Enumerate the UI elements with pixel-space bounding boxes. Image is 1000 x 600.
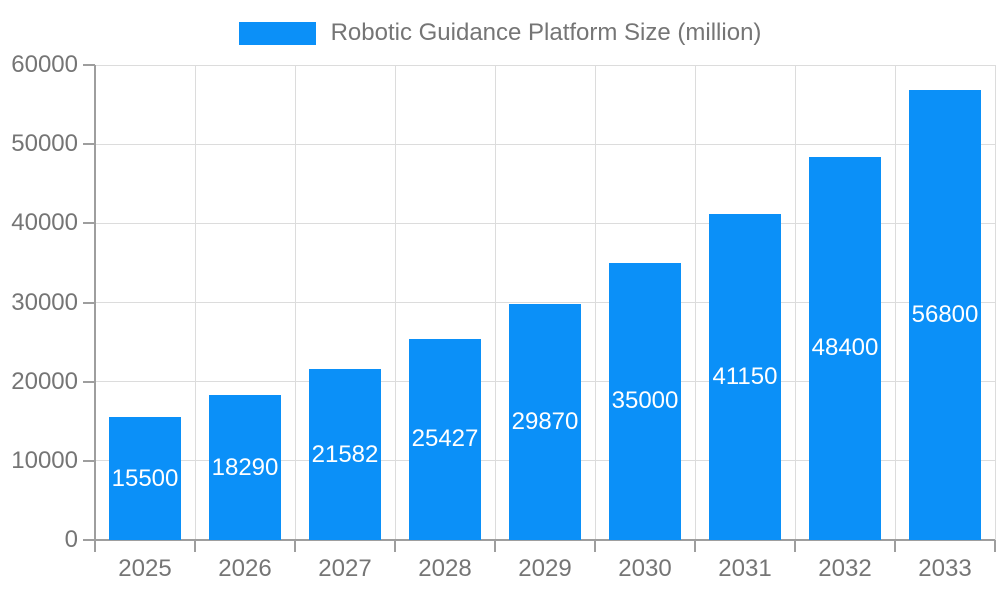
bar-2032[interactable] — [809, 156, 881, 540]
y-axis-label: 30000 — [11, 288, 78, 316]
x-axis-label-2027: 2027 — [318, 555, 372, 582]
gridline-horizontal — [95, 302, 995, 303]
bar-value-label: 25427 — [411, 425, 479, 453]
x-axis-label-2033: 2033 — [918, 555, 972, 582]
legend-swatch — [238, 21, 316, 45]
x-axis-tick — [94, 540, 96, 552]
x-axis-label-2030: 2030 — [618, 555, 672, 582]
y-axis-label: 40000 — [11, 209, 78, 237]
gridline-vertical — [194, 65, 196, 540]
gridline-vertical — [294, 65, 296, 540]
bar-2028[interactable] — [409, 338, 481, 540]
x-axis-line — [95, 539, 995, 541]
gridline-horizontal — [95, 64, 995, 66]
bar-2031[interactable] — [709, 214, 781, 540]
x-axis-tick — [694, 540, 696, 552]
gridline-vertical — [794, 65, 796, 540]
x-axis-label-2032: 2032 — [818, 555, 872, 582]
bar-2027[interactable] — [309, 369, 381, 540]
y-axis-label: 10000 — [11, 446, 78, 474]
x-axis-label-2026: 2026 — [218, 555, 272, 582]
bar-2029[interactable] — [509, 303, 581, 540]
bar-value-label: 48400 — [811, 334, 879, 362]
y-axis-tick — [83, 539, 95, 541]
gridline-horizontal — [95, 143, 995, 145]
bar-2033[interactable] — [909, 90, 981, 540]
bar-value-label: 21582 — [311, 440, 379, 468]
x-axis-label-2029: 2029 — [518, 555, 572, 582]
y-axis-tick — [83, 64, 95, 66]
gridline-vertical — [394, 65, 396, 540]
y-axis-tick — [83, 301, 95, 304]
legend[interactable]: Robotic Guidance Platform Size (million) — [0, 18, 1000, 48]
gridline-vertical — [694, 65, 696, 540]
x-axis-tick — [294, 540, 296, 552]
y-axis-label: 20000 — [11, 367, 78, 395]
y-axis-label: 0 — [64, 526, 78, 553]
y-axis-tick — [83, 222, 95, 225]
bar-2030[interactable] — [609, 262, 681, 540]
gridline-horizontal — [95, 222, 995, 224]
x-axis-tick — [394, 540, 396, 552]
y-axis-line — [94, 65, 96, 540]
y-axis-tick — [83, 143, 95, 146]
x-axis-tick — [594, 540, 596, 552]
bar-value-label: 56800 — [911, 301, 979, 329]
bar-value-label: 15500 — [111, 464, 179, 492]
y-axis-tick — [83, 459, 95, 462]
bar-2025[interactable] — [109, 417, 181, 540]
gridline-vertical — [894, 65, 896, 540]
x-axis-tick — [194, 540, 196, 552]
bar-value-label: 29870 — [511, 407, 579, 435]
x-axis-label-2031: 2031 — [718, 555, 772, 582]
x-axis-tick — [994, 540, 996, 552]
x-axis-label-2028: 2028 — [418, 555, 472, 582]
x-axis-label-2025: 2025 — [118, 555, 172, 582]
gridline-vertical — [994, 65, 996, 540]
bar-value-label: 35000 — [611, 387, 679, 415]
bar-value-label: 41150 — [712, 363, 778, 391]
y-axis-label: 50000 — [11, 130, 78, 158]
y-axis-tick — [83, 380, 95, 383]
x-axis-tick — [894, 540, 896, 552]
bar-2026[interactable] — [209, 395, 281, 540]
legend-label: Robotic Guidance Platform Size (million) — [330, 19, 762, 46]
y-axis-label: 60000 — [11, 51, 78, 78]
gridline-vertical — [494, 65, 496, 540]
gridline-vertical — [594, 65, 596, 540]
bar-value-label: 18290 — [211, 453, 279, 481]
x-axis-tick — [494, 540, 496, 552]
x-axis-tick — [794, 540, 796, 552]
